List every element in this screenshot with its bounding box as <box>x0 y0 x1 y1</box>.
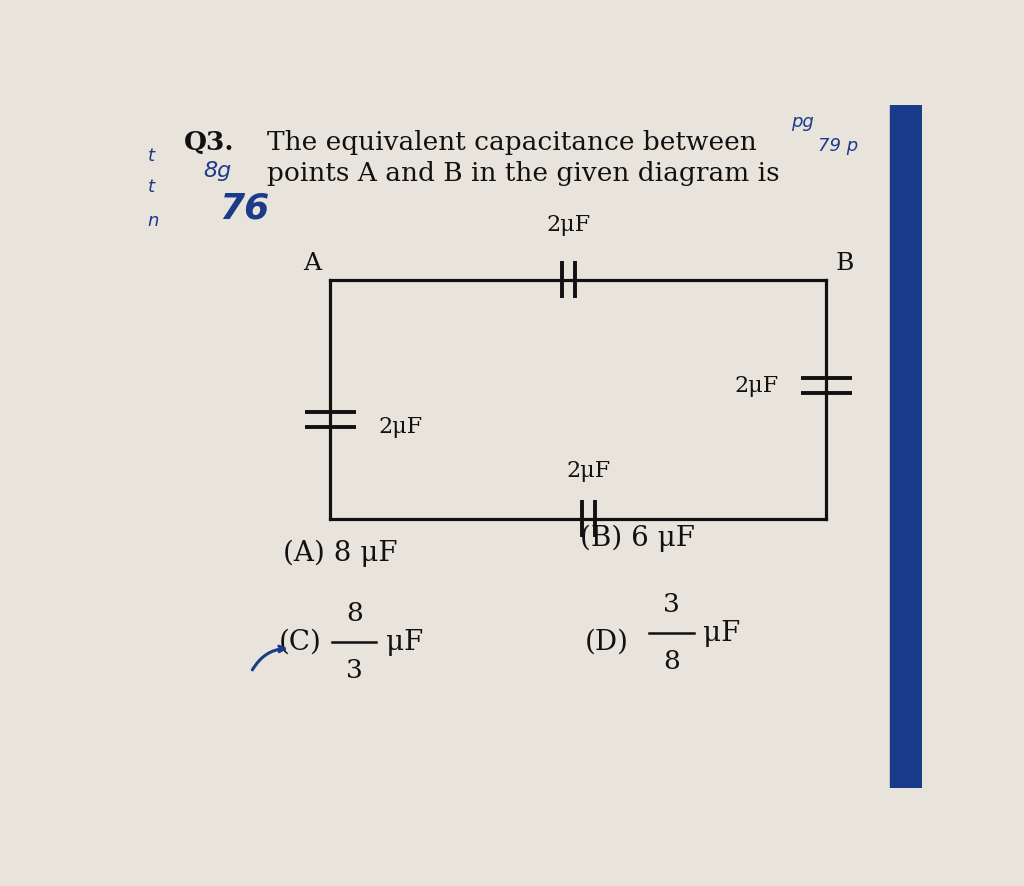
Text: t: t <box>147 147 155 165</box>
Text: μF: μF <box>386 628 423 656</box>
Text: 2μF: 2μF <box>547 214 591 236</box>
Text: A: A <box>303 252 321 275</box>
Text: Cir: Cir <box>892 398 914 416</box>
Text: 76: 76 <box>219 191 269 226</box>
Text: 2μF: 2μF <box>566 460 610 481</box>
Text: 8g: 8g <box>204 161 231 181</box>
Text: 2μF: 2μF <box>734 375 779 397</box>
Bar <box>890 106 922 789</box>
Text: 3: 3 <box>346 657 362 682</box>
Text: μF: μF <box>703 619 740 647</box>
Text: pg: pg <box>791 113 813 131</box>
Text: 79 p: 79 p <box>818 137 858 155</box>
Text: (D): (D) <box>585 628 629 656</box>
Text: 2μF: 2μF <box>378 416 422 438</box>
Text: points A and B in the given diagram is: points A and B in the given diagram is <box>267 161 779 186</box>
Text: (C): (C) <box>279 628 322 656</box>
Text: (A) 8 μF: (A) 8 μF <box>283 540 397 567</box>
Text: t: t <box>147 178 155 196</box>
Text: The equivalent capacitance between: The equivalent capacitance between <box>267 130 757 155</box>
Text: B: B <box>836 252 854 275</box>
Text: 3: 3 <box>664 592 680 617</box>
Text: 8: 8 <box>664 649 680 673</box>
Text: Q3.: Q3. <box>183 130 234 155</box>
Text: n: n <box>147 212 159 230</box>
Text: 8: 8 <box>346 600 362 625</box>
Text: (B) 6 μF: (B) 6 μF <box>581 524 695 551</box>
